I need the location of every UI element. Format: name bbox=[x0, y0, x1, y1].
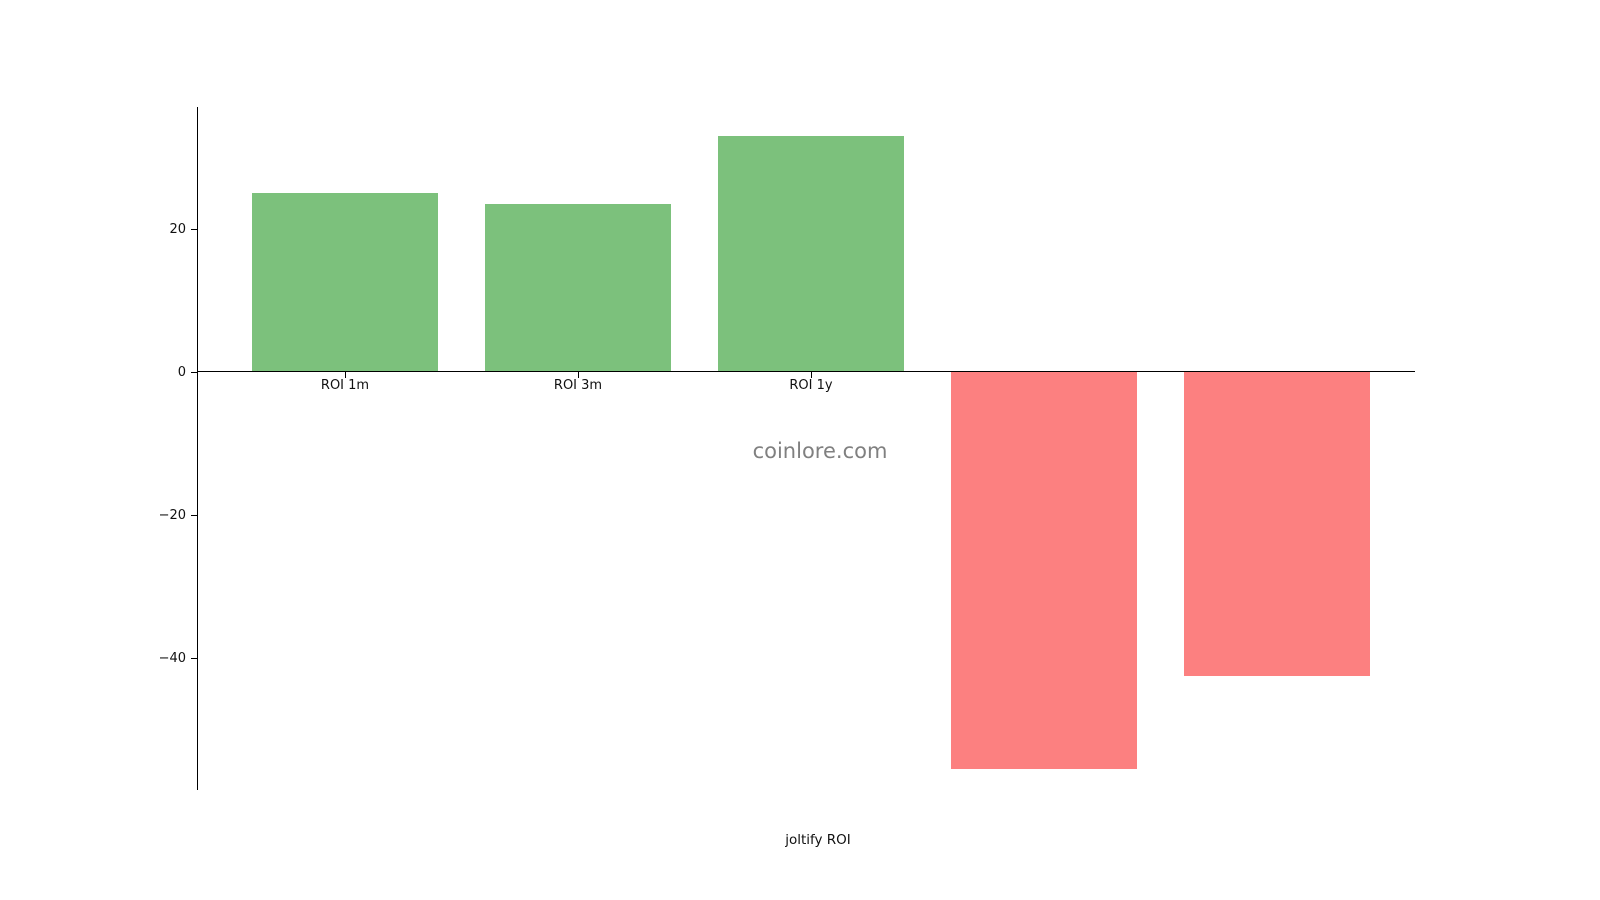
bar-negative-3 bbox=[951, 372, 1137, 769]
watermark-text: coinlore.com bbox=[752, 439, 888, 463]
y-tick-label: 20 bbox=[169, 221, 186, 237]
y-tick-mark bbox=[191, 371, 197, 373]
y-tick-mark bbox=[191, 228, 197, 230]
y-tick-label: −20 bbox=[158, 507, 186, 523]
x-tick-mark bbox=[810, 372, 812, 378]
x-tick-label: ROI 1m bbox=[320, 378, 370, 393]
y-tick-mark bbox=[191, 514, 197, 516]
x-tick-label: ROI 3m bbox=[553, 378, 603, 393]
y-tick-label: 0 bbox=[177, 364, 186, 380]
x-tick-mark bbox=[577, 372, 579, 378]
bar-roi-3m bbox=[485, 203, 671, 372]
bar-roi-1y bbox=[718, 136, 904, 372]
zero-axis-line bbox=[197, 371, 1415, 373]
y-axis-line bbox=[197, 107, 199, 791]
x-tick-mark bbox=[344, 372, 346, 378]
y-tick-label: −40 bbox=[158, 650, 186, 666]
x-axis-title: joltify ROI bbox=[785, 832, 851, 848]
bar-roi-1m bbox=[252, 193, 438, 372]
x-tick-label: ROI 1y bbox=[789, 378, 833, 393]
y-tick-mark bbox=[191, 657, 197, 659]
bar-negative-4 bbox=[1184, 372, 1370, 676]
